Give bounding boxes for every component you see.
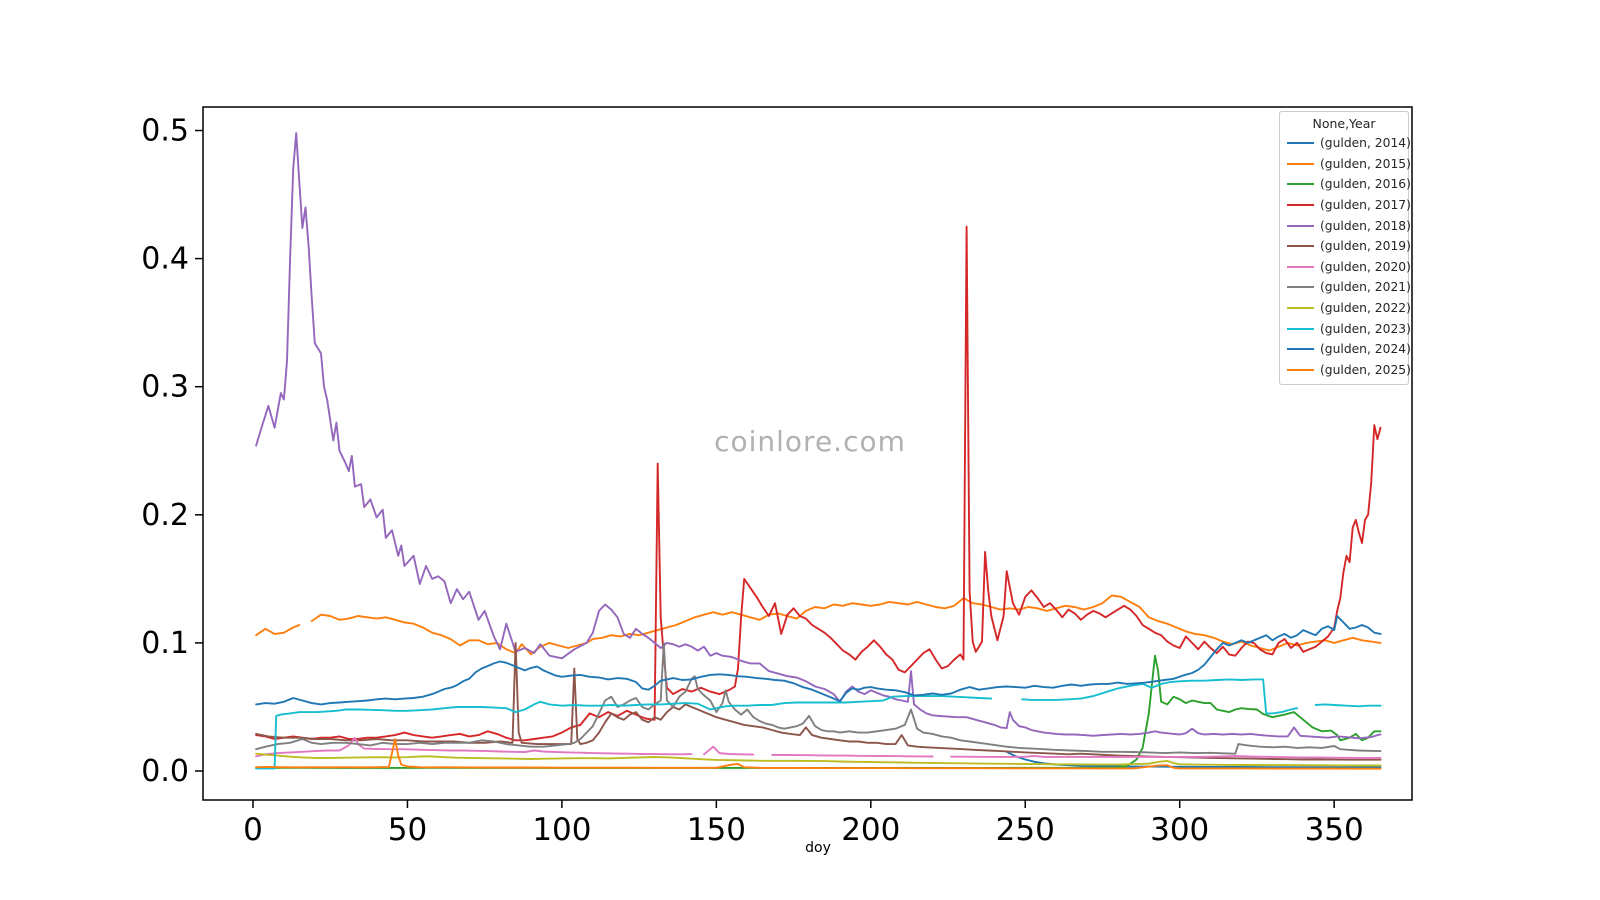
series-gulden-2017 xyxy=(255,225,1382,742)
legend-item-label: (gulden, 2024) xyxy=(1320,342,1411,357)
legend-line-sample xyxy=(1287,162,1314,165)
legend: None,Year (gulden, 2014) (gulden, 2015) (g… xyxy=(1279,111,1411,386)
legend-item-label: (gulden, 2023) xyxy=(1320,321,1411,336)
legend-item-gulden-2016: (gulden, 2016) xyxy=(1280,174,1411,195)
plot-border xyxy=(202,106,1413,801)
series-gulden-2015 xyxy=(255,594,1382,656)
y-tick-label: 0.2 xyxy=(141,498,189,533)
legend-item-label: (gulden, 2022) xyxy=(1320,301,1411,316)
y-tick-label: 0.4 xyxy=(141,242,189,277)
legend-item-label: (gulden, 2021) xyxy=(1320,280,1411,295)
legend-line-sample xyxy=(1287,286,1314,289)
x-axis-label: doy xyxy=(805,840,831,856)
series-gulden-2020 xyxy=(255,736,1382,759)
legend-item-gulden-2024: (gulden, 2024) xyxy=(1280,339,1411,360)
legend-item-gulden-2014: (gulden, 2014) xyxy=(1280,133,1411,154)
legend-item-label: (gulden, 2016) xyxy=(1320,177,1411,192)
legend-line-sample xyxy=(1287,224,1314,227)
legend-item-gulden-2025: (gulden, 2025) xyxy=(1280,360,1411,381)
y-tick-label: 0.1 xyxy=(141,626,189,661)
legend-item-gulden-2022: (gulden, 2022) xyxy=(1280,298,1411,319)
legend-item-gulden-2021: (gulden, 2021) xyxy=(1280,277,1411,298)
series-gulden-2014 xyxy=(1005,750,1382,769)
legend-item-label: (gulden, 2019) xyxy=(1320,239,1411,254)
legend-item-gulden-2019: (gulden, 2019) xyxy=(1280,236,1411,257)
series-gulden-2018 xyxy=(255,132,1382,740)
legend-line-sample xyxy=(1287,245,1314,248)
legend-line-sample xyxy=(1287,183,1314,186)
x-tick-label: 0 xyxy=(243,812,263,848)
series-gulden-2023 xyxy=(255,678,1382,770)
y-tick-label: 0.3 xyxy=(141,370,189,405)
legend-item-gulden-2018: (gulden, 2018) xyxy=(1280,215,1411,236)
x-tick-label: 350 xyxy=(1305,812,1364,848)
series-gulden-2016 xyxy=(255,654,1382,769)
legend-line-sample xyxy=(1287,327,1314,330)
legend-line-sample xyxy=(1287,204,1314,207)
legend-item-label: (gulden, 2020) xyxy=(1320,259,1411,274)
series-gulden-2021 xyxy=(255,641,1382,755)
legend-item-label: (gulden, 2017) xyxy=(1320,198,1411,213)
legend-item-gulden-2017: (gulden, 2017) xyxy=(1280,195,1411,216)
series-gulden-2025 xyxy=(255,738,1382,770)
x-tick-label: 150 xyxy=(687,812,746,848)
x-tick-label: 250 xyxy=(996,812,1055,848)
x-tick-label: 100 xyxy=(532,812,591,848)
legend-item-label: (gulden, 2014) xyxy=(1320,136,1411,151)
legend-item-gulden-2023: (gulden, 2023) xyxy=(1280,318,1411,339)
legend-line-sample xyxy=(1287,142,1314,145)
legend-item-gulden-2020: (gulden, 2020) xyxy=(1280,257,1411,278)
legend-line-sample xyxy=(1287,307,1314,310)
series-gulden-2024 xyxy=(255,615,1382,706)
legend-item-gulden-2015: (gulden, 2015) xyxy=(1280,154,1411,175)
legend-title: None,Year xyxy=(1312,116,1376,131)
legend-line-sample xyxy=(1287,368,1314,371)
legend-line-sample xyxy=(1287,265,1314,268)
legend-item-label: (gulden, 2018) xyxy=(1320,218,1411,233)
x-tick-label: 50 xyxy=(388,812,427,848)
legend-line-sample xyxy=(1287,348,1314,351)
watermark: coinlore.com xyxy=(714,425,906,458)
series-gulden-2019 xyxy=(255,641,1382,761)
x-tick-label: 200 xyxy=(841,812,900,848)
legend-items: (gulden, 2014) (gulden, 2015) (gulden, 201… xyxy=(1280,133,1411,381)
x-tick-label: 300 xyxy=(1150,812,1209,848)
legend-item-label: (gulden, 2015) xyxy=(1320,156,1411,171)
y-tick-label: 0.0 xyxy=(141,754,189,789)
series-gulden-2022 xyxy=(255,752,1382,767)
y-tick-label: 0.5 xyxy=(141,114,189,149)
legend-item-label: (gulden, 2025) xyxy=(1320,362,1411,377)
